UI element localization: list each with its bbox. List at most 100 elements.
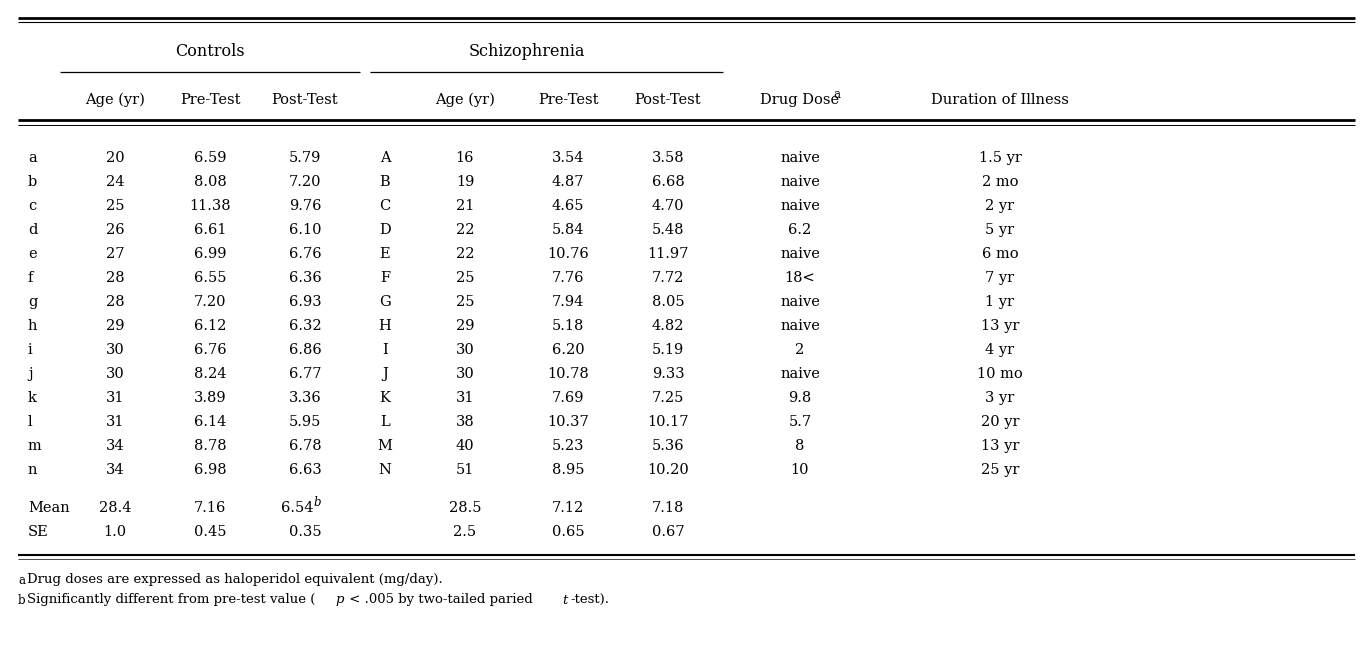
Text: 16: 16 <box>456 151 474 165</box>
Text: Schizophrenia: Schizophrenia <box>469 43 585 61</box>
Text: 3.58: 3.58 <box>652 151 684 165</box>
Text: 1.5 yr: 1.5 yr <box>978 151 1022 165</box>
Text: -test).: -test). <box>570 594 610 607</box>
Text: 6.12: 6.12 <box>193 319 226 333</box>
Text: 4.82: 4.82 <box>652 319 684 333</box>
Text: C: C <box>379 199 390 213</box>
Text: 2: 2 <box>796 343 804 357</box>
Text: 5 yr: 5 yr <box>985 223 1015 237</box>
Text: 7.72: 7.72 <box>652 271 684 285</box>
Text: 11.97: 11.97 <box>647 247 689 261</box>
Text: 10.37: 10.37 <box>547 415 589 429</box>
Text: 28: 28 <box>105 295 125 309</box>
Text: 22: 22 <box>456 223 474 237</box>
Text: 25: 25 <box>456 271 474 285</box>
Text: 6.54: 6.54 <box>281 501 314 515</box>
Text: 4.65: 4.65 <box>552 199 584 213</box>
Text: g: g <box>27 295 37 309</box>
Text: 13 yr: 13 yr <box>981 319 1019 333</box>
Text: Duration of Illness: Duration of Illness <box>932 93 1069 107</box>
Text: naive: naive <box>780 247 819 261</box>
Text: 3 yr: 3 yr <box>985 391 1015 405</box>
Text: 20: 20 <box>105 151 125 165</box>
Text: h: h <box>27 319 37 333</box>
Text: f: f <box>27 271 33 285</box>
Text: 30: 30 <box>105 343 125 357</box>
Text: 7.18: 7.18 <box>652 501 684 515</box>
Text: b: b <box>27 175 37 189</box>
Text: 9.8: 9.8 <box>788 391 811 405</box>
Text: k: k <box>27 391 37 405</box>
Text: 8.95: 8.95 <box>552 463 584 477</box>
Text: 4 yr: 4 yr <box>985 343 1015 357</box>
Text: K: K <box>379 391 390 405</box>
Text: M: M <box>378 439 392 453</box>
Text: 8.05: 8.05 <box>652 295 684 309</box>
Text: 9.76: 9.76 <box>289 199 321 213</box>
Text: J: J <box>382 367 388 381</box>
Text: Pre-Test: Pre-Test <box>179 93 240 107</box>
Text: naive: naive <box>780 319 819 333</box>
Text: 0.65: 0.65 <box>552 525 585 539</box>
Text: 6.55: 6.55 <box>193 271 226 285</box>
Text: I: I <box>382 343 388 357</box>
Text: 5.19: 5.19 <box>652 343 684 357</box>
Text: 7.25: 7.25 <box>652 391 684 405</box>
Text: 11.38: 11.38 <box>189 199 230 213</box>
Text: naive: naive <box>780 367 819 381</box>
Text: 8.78: 8.78 <box>193 439 226 453</box>
Text: p: p <box>336 594 344 607</box>
Text: j: j <box>27 367 33 381</box>
Text: 22: 22 <box>456 247 474 261</box>
Text: 5.84: 5.84 <box>552 223 584 237</box>
Text: 2 mo: 2 mo <box>982 175 1018 189</box>
Text: 5.18: 5.18 <box>552 319 584 333</box>
Text: naive: naive <box>780 199 819 213</box>
Text: 6.76: 6.76 <box>193 343 226 357</box>
Text: 2.5: 2.5 <box>453 525 477 539</box>
Text: 10.78: 10.78 <box>547 367 589 381</box>
Text: SE: SE <box>27 525 49 539</box>
Text: 2 yr: 2 yr <box>985 199 1015 213</box>
Text: 31: 31 <box>105 415 125 429</box>
Text: 10: 10 <box>790 463 810 477</box>
Text: 30: 30 <box>105 367 125 381</box>
Text: 7.16: 7.16 <box>193 501 226 515</box>
Text: Drug Dose: Drug Dose <box>760 93 840 107</box>
Text: 24: 24 <box>105 175 125 189</box>
Text: 5.36: 5.36 <box>652 439 684 453</box>
Text: 28.4: 28.4 <box>99 501 132 515</box>
Text: 6.98: 6.98 <box>193 463 226 477</box>
Text: 3.89: 3.89 <box>193 391 226 405</box>
Text: 5.95: 5.95 <box>289 415 321 429</box>
Text: 0.45: 0.45 <box>193 525 226 539</box>
Text: 4.70: 4.70 <box>652 199 684 213</box>
Text: 3.36: 3.36 <box>289 391 322 405</box>
Text: m: m <box>27 439 41 453</box>
Text: 28: 28 <box>105 271 125 285</box>
Text: 6 mo: 6 mo <box>982 247 1018 261</box>
Text: 13 yr: 13 yr <box>981 439 1019 453</box>
Text: a: a <box>27 151 37 165</box>
Text: Post-Test: Post-Test <box>634 93 701 107</box>
Text: B: B <box>379 175 390 189</box>
Text: 1.0: 1.0 <box>104 525 126 539</box>
Text: 38: 38 <box>456 415 474 429</box>
Text: 30: 30 <box>456 367 474 381</box>
Text: 6.14: 6.14 <box>193 415 226 429</box>
Text: 6.59: 6.59 <box>193 151 226 165</box>
Text: 18<: 18< <box>785 271 815 285</box>
Text: < .005 by two-tailed paried: < .005 by two-tailed paried <box>345 594 537 607</box>
Text: naive: naive <box>780 175 819 189</box>
Text: E: E <box>379 247 390 261</box>
Text: Age (yr): Age (yr) <box>436 93 495 107</box>
Text: 1 yr: 1 yr <box>985 295 1015 309</box>
Text: naive: naive <box>780 295 819 309</box>
Text: D: D <box>379 223 390 237</box>
Text: 31: 31 <box>456 391 474 405</box>
Text: Pre-Test: Pre-Test <box>538 93 599 107</box>
Text: 25: 25 <box>456 295 474 309</box>
Text: 34: 34 <box>105 463 125 477</box>
Text: 7.76: 7.76 <box>552 271 584 285</box>
Text: t: t <box>562 594 567 607</box>
